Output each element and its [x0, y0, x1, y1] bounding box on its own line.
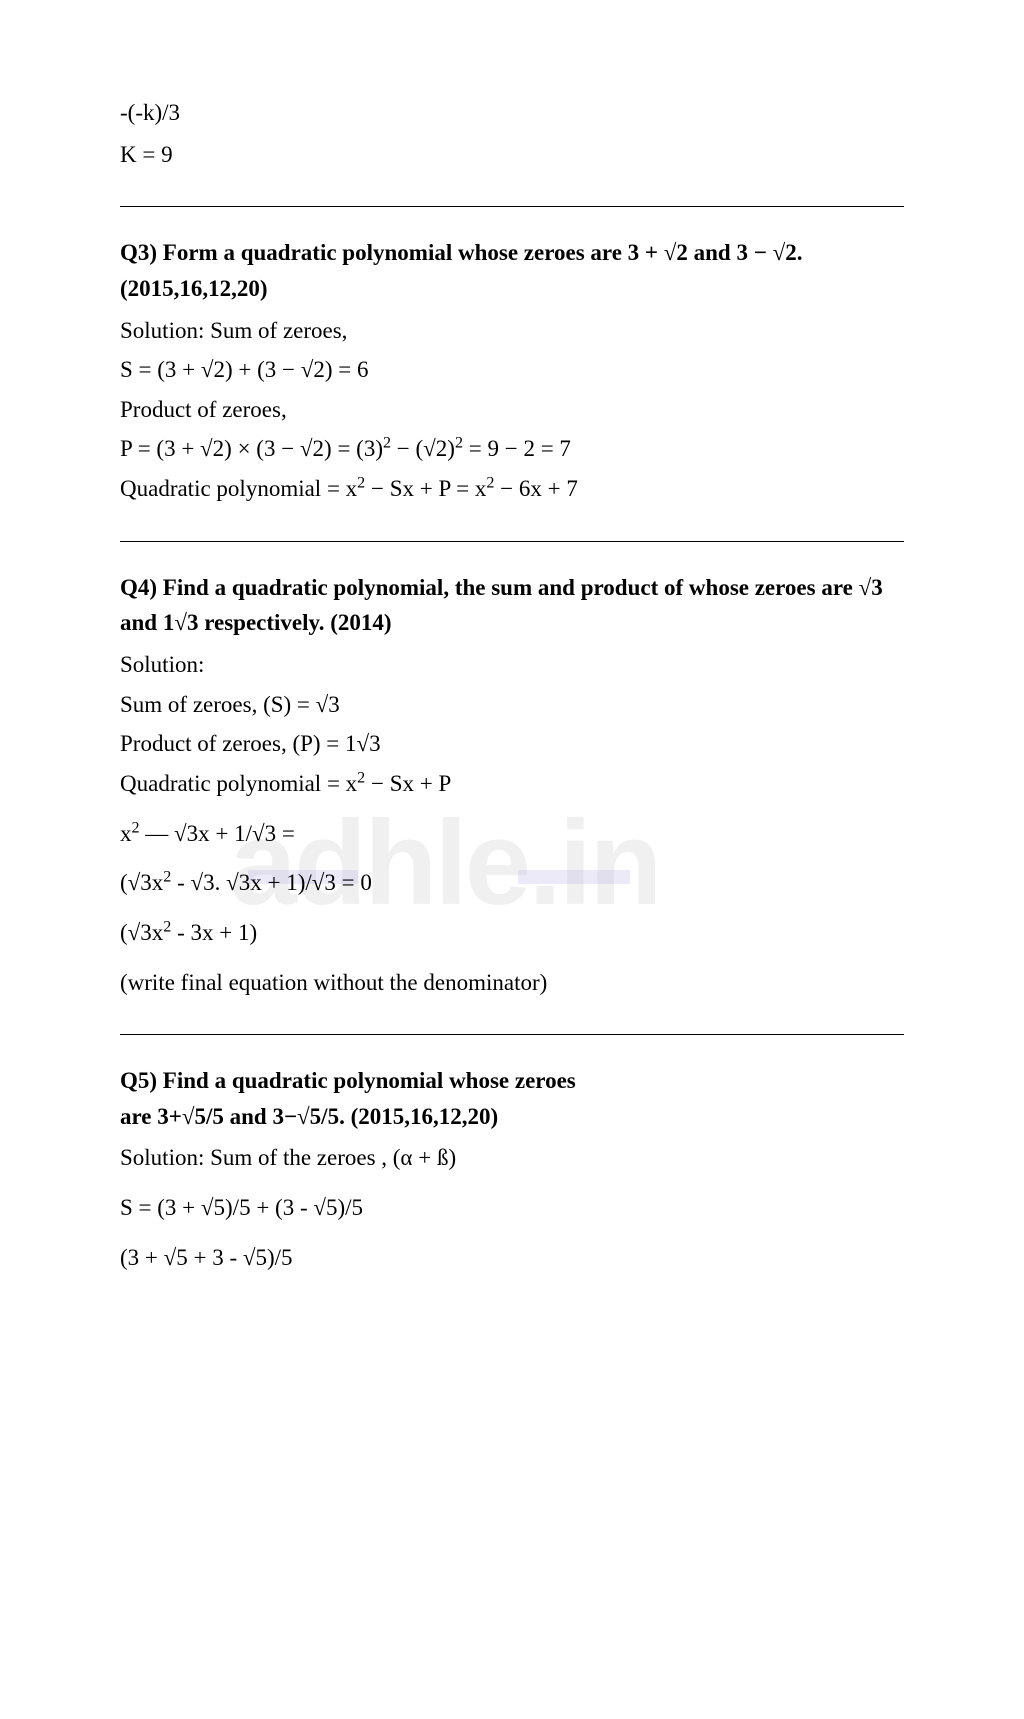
q4-line-4: x2 — √3x + 1/√3 =: [120, 816, 904, 852]
divider-1: [120, 206, 904, 207]
q4-line-1: Sum of zeroes, (S) = √3: [120, 687, 904, 723]
q3-title: Q3) Form a quadratic polynomial whose ze…: [120, 235, 904, 306]
document-content: -(-k)/3 K = 9 Q3) Form a quadratic polyn…: [120, 95, 904, 1275]
q4-line-0: Solution:: [120, 647, 904, 683]
q4-line-5: (√3x2 - √3. √3x + 1)/√3 = 0: [120, 865, 904, 901]
q3-line-0: Solution: Sum of zeroes,: [120, 313, 904, 349]
question-3: Q3) Form a quadratic polynomial whose ze…: [120, 235, 904, 506]
q3-line-2: Product of zeroes,: [120, 392, 904, 428]
q3-line-1: S = (3 + √2) + (3 − √2) = 6: [120, 352, 904, 388]
question-5: Q5) Find a quadratic polynomial whose ze…: [120, 1063, 904, 1275]
q5-line-2: (3 + √5 + 3 - √5)/5: [120, 1240, 904, 1276]
question-4: Q4) Find a quadratic polynomial, the sum…: [120, 570, 904, 1000]
divider-3: [120, 1034, 904, 1035]
q4-title: Q4) Find a quadratic polynomial, the sum…: [120, 570, 904, 641]
q5-line-0: Solution: Sum of the zeroes , (α + ß): [120, 1140, 904, 1176]
q3-line-3: P = (3 + √2) × (3 − √2) = (3)2 − (√2)2 =…: [120, 431, 904, 467]
divider-2: [120, 541, 904, 542]
q5-line-1: S = (3 + √5)/5 + (3 - √5)/5: [120, 1190, 904, 1226]
preliminary-lines: -(-k)/3 K = 9: [120, 95, 904, 172]
q5-title-a: Q5) Find a quadratic polynomial whose ze…: [120, 1063, 904, 1099]
q5-title-b: are 3+√5/5 and 3−√5/5. (2015,16,12,20): [120, 1099, 904, 1135]
q4-line-2: Product of zeroes, (P) = 1√3: [120, 726, 904, 762]
q3-line-4: Quadratic polynomial = x2 − Sx + P = x2 …: [120, 471, 904, 507]
prelim-line-1: -(-k)/3: [120, 95, 904, 131]
q4-line-7: (write final equation without the denomi…: [120, 965, 904, 1001]
q4-line-6: (√3x2 - 3x + 1): [120, 915, 904, 951]
q4-line-3: Quadratic polynomial = x2 − Sx + P: [120, 766, 904, 802]
prelim-line-2: K = 9: [120, 137, 904, 173]
